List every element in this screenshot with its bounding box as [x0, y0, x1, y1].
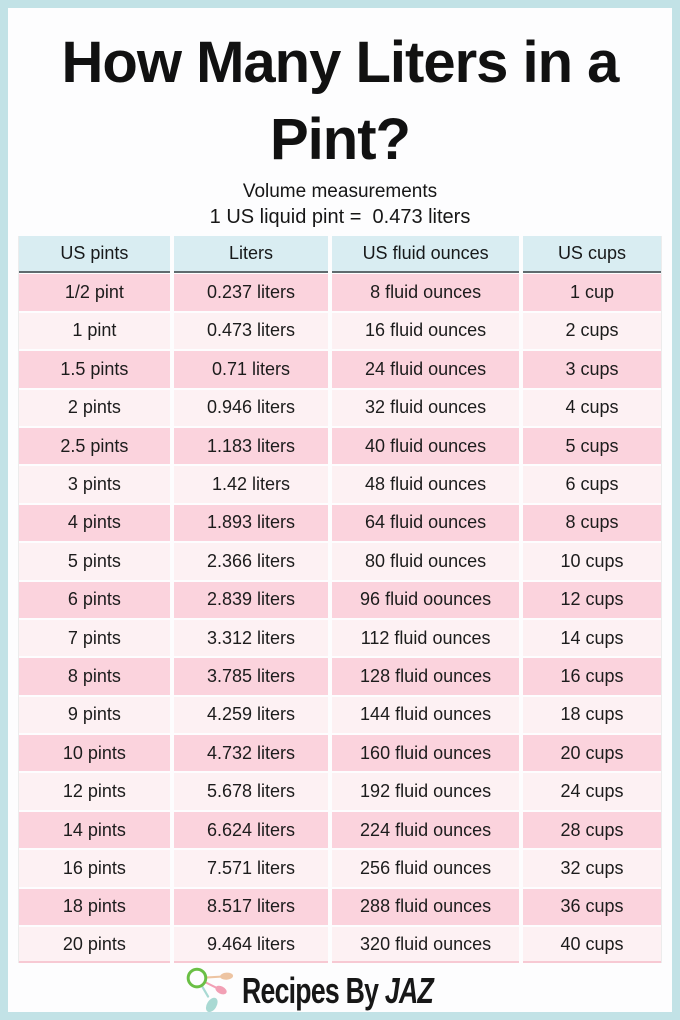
- table-cell: 4 pints: [19, 504, 170, 542]
- table-cell: 3 cups: [522, 351, 661, 388]
- table-cell: 9 pints: [19, 696, 170, 734]
- table-cell: 1.5 pints: [19, 351, 170, 388]
- table-cell: 4.732 liters: [173, 735, 329, 772]
- table-cell: 14 cups: [522, 619, 661, 657]
- table-cell: 24 cups: [522, 773, 661, 810]
- table-cell: 16 fluid ounces: [332, 312, 519, 350]
- table-cell: 7 pints: [19, 619, 170, 657]
- table-cell: 1 cup: [522, 274, 661, 311]
- table-cell: 7.571 liters: [173, 850, 329, 887]
- column-header-us-cups: US cups: [522, 236, 661, 273]
- table-cell: 1 pint: [19, 312, 170, 350]
- table-cell: 0.237 liters: [173, 274, 329, 311]
- table-cell: 2.839 liters: [173, 581, 329, 618]
- table-cell: 36 cups: [522, 888, 661, 926]
- table-cell: 20 pints: [19, 927, 170, 964]
- table-cell: 2.366 liters: [173, 543, 329, 580]
- conversion-table: US pints Liters US fluid ounces US cups …: [18, 236, 662, 964]
- table-cell: 96 fluid oounces: [332, 581, 519, 618]
- table-cell: 18 pints: [19, 888, 170, 926]
- table-cell: 0.946 liters: [173, 389, 329, 426]
- table-cell: 8.517 liters: [173, 888, 329, 926]
- table-cell: 5.678 liters: [173, 773, 329, 810]
- column-header-liters: Liters: [173, 236, 329, 273]
- table-cell: 16 cups: [522, 658, 661, 695]
- table-cell: 32 fluid ounces: [332, 389, 519, 426]
- table-cell: 8 fluid ounces: [332, 274, 519, 311]
- table-cell: 3.312 liters: [173, 619, 329, 657]
- table-cell: 6 pints: [19, 581, 170, 618]
- table-cell: 0.473 liters: [173, 312, 329, 350]
- table-cell: 1.183 liters: [173, 427, 329, 465]
- table-cell: 8 cups: [522, 504, 661, 542]
- title-line-1: How Many Liters in a: [61, 30, 620, 95]
- table-cell: 40 cups: [522, 927, 661, 964]
- table-cell: 12 cups: [522, 581, 661, 618]
- table-cell: 20 cups: [522, 735, 661, 772]
- table-cell: 192 fluid ounces: [332, 773, 519, 810]
- table-cell: 18 cups: [522, 696, 661, 734]
- table-cell: 40 fluid ounces: [332, 427, 519, 465]
- subtitle-volume: Volume measurements: [242, 181, 438, 202]
- brand-name: JAZ: [384, 970, 434, 1012]
- table-cell: 2.5 pints: [19, 427, 170, 465]
- brand-prefix: Recipes By: [241, 970, 385, 1012]
- table-cell: 64 fluid ounces: [332, 504, 519, 542]
- table-cell: 224 fluid ounces: [332, 811, 519, 849]
- table-cell: 10 cups: [522, 543, 661, 580]
- table-cell: 128 fluid ounces: [332, 658, 519, 695]
- table-cell: 288 fluid ounces: [332, 888, 519, 926]
- table-cell: 6 cups: [522, 466, 661, 503]
- table-cell: 256 fluid ounces: [332, 850, 519, 887]
- table-cell: 320 fluid ounces: [332, 927, 519, 964]
- table-cell: 1/2 pint: [19, 274, 170, 311]
- table-cell: 4 cups: [522, 389, 661, 426]
- footer-brand: Recipes By JAZ: [8, 966, 672, 1012]
- table-cell: 9.464 liters: [173, 927, 329, 964]
- table-cell: 10 pints: [19, 735, 170, 772]
- table-cell: 5 pints: [19, 543, 170, 580]
- column-header-us-pints: US pints: [19, 236, 170, 273]
- table-cell: 2 cups: [522, 312, 661, 350]
- table-cell: 5 cups: [522, 427, 661, 465]
- table-cell: 12 pints: [19, 773, 170, 810]
- table-cell: 14 pints: [19, 811, 170, 849]
- table-cell: 1.42 liters: [173, 466, 329, 503]
- column-header-us-fluid-ounces: US fluid ounces: [332, 236, 519, 273]
- table-cell: 3.785 liters: [173, 658, 329, 695]
- table-cell: 48 fluid ounces: [332, 466, 519, 503]
- table-cell: 24 fluid ounces: [332, 351, 519, 388]
- table-cell: 1.893 liters: [173, 504, 329, 542]
- table-cell: 8 pints: [19, 658, 170, 695]
- table-cell: 3 pints: [19, 466, 170, 503]
- page-title: How Many Liters in a Pint?: [8, 24, 672, 178]
- title-line-2: Pint?: [270, 107, 411, 172]
- table-cell: 6.624 liters: [173, 811, 329, 849]
- table-cell: 0.71 liters: [173, 351, 329, 388]
- table-cell: 28 cups: [522, 811, 661, 849]
- table-cell: 32 cups: [522, 850, 661, 887]
- table-cell: 112 fluid ounces: [332, 619, 519, 657]
- table-cell: 4.259 liters: [173, 696, 329, 734]
- brand-text: Recipes By JAZ: [241, 970, 434, 1012]
- table-cell: 2 pints: [19, 389, 170, 426]
- table-cell: 160 fluid ounces: [332, 735, 519, 772]
- measuring-spoons-icon: [186, 968, 234, 1012]
- table-cell: 144 fluid ounces: [332, 696, 519, 734]
- subtitle-conversion-note: 1 US liquid pint = 0.473 liters: [209, 206, 471, 228]
- table-cell: 16 pints: [19, 850, 170, 887]
- table-cell: 80 fluid ounces: [332, 543, 519, 580]
